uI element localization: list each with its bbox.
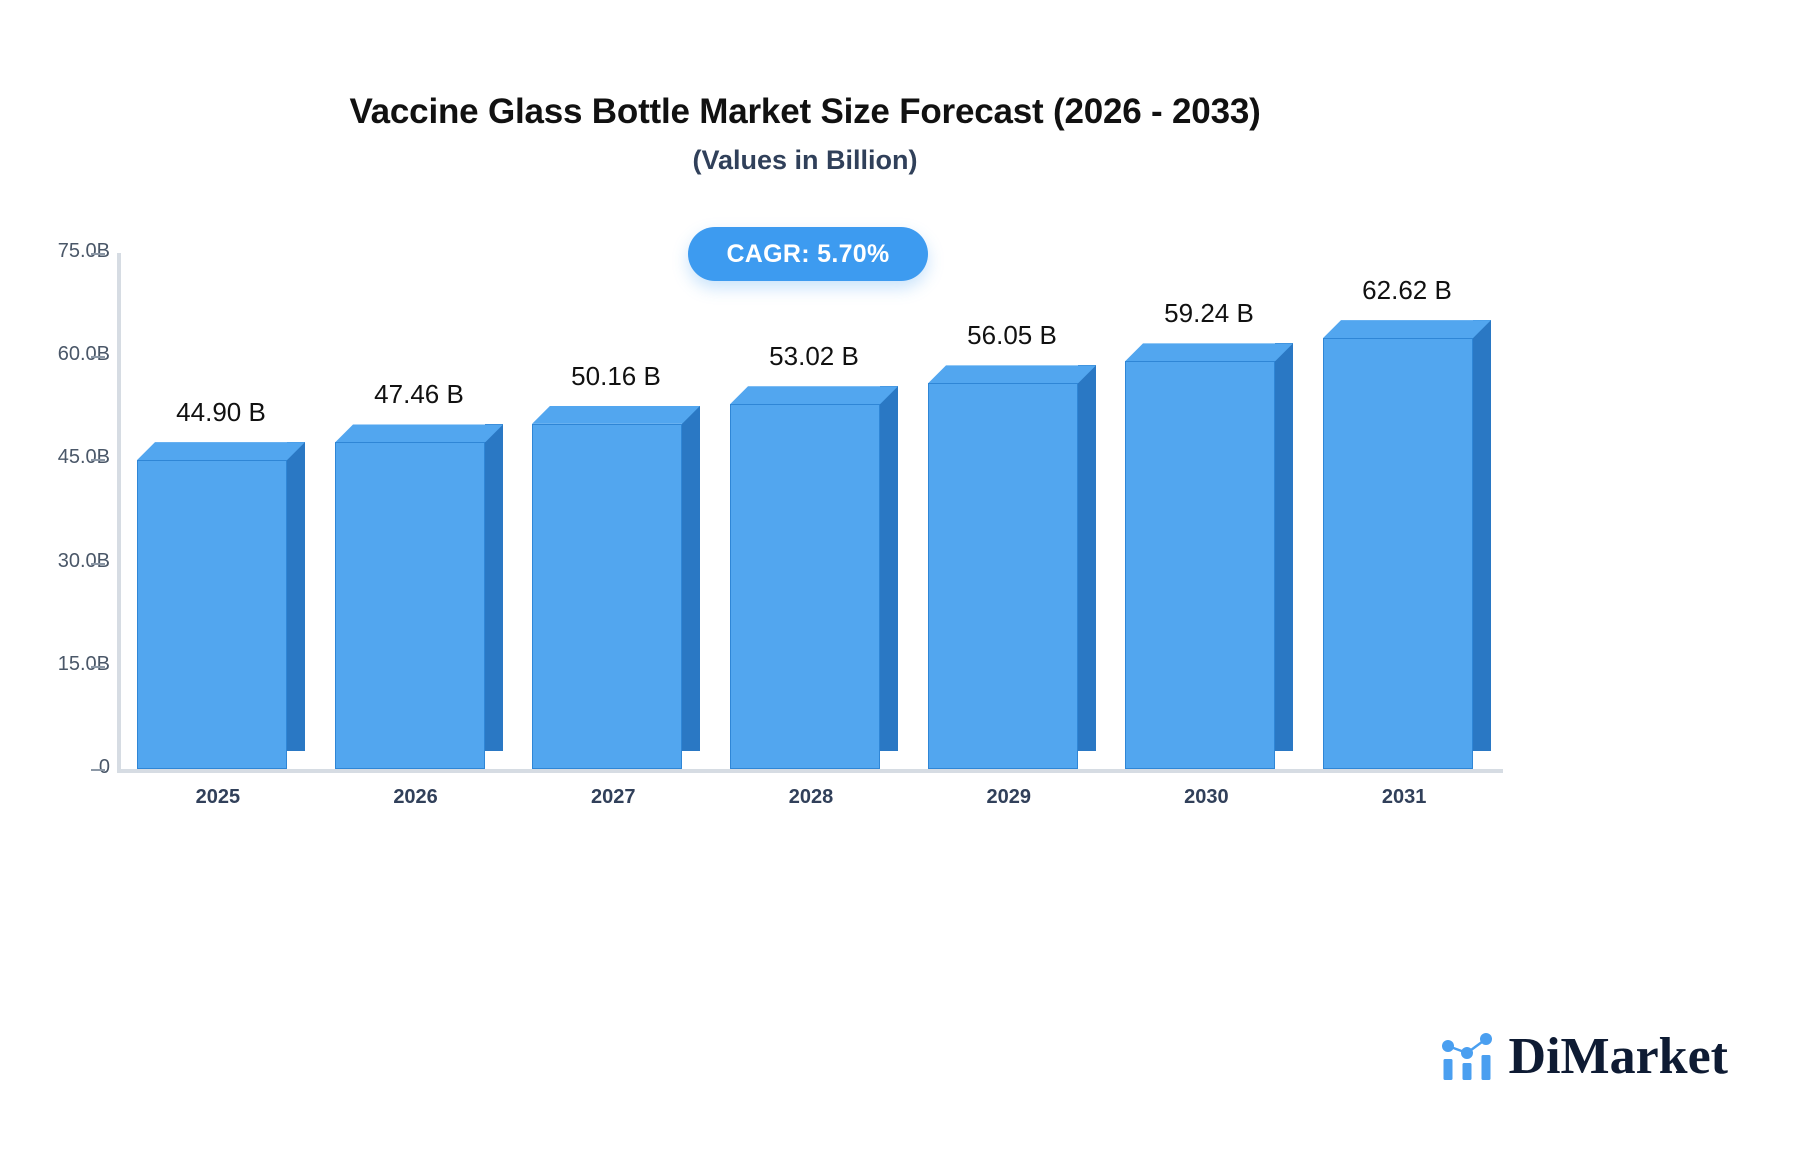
bar-front-face [1125,361,1275,769]
bar-side-face [880,386,898,751]
y-axis-tick-mark [91,356,105,359]
bar-top-face [532,405,700,424]
x-axis-tick-label: 2026 [393,786,438,808]
y-axis-tick-mark [91,665,105,668]
y-axis-tick-label: 60.0B [57,343,110,366]
page-title: Vaccine Glass Bottle Market Size Forecas… [349,92,1261,131]
x-axis-tick-label: 2031 [1381,786,1427,808]
bar-side-face [1078,365,1096,751]
y-axis-tick-mark [91,769,105,771]
bar-front-face [1323,338,1473,769]
y-axis-tick-mark [91,562,105,565]
x-axis-tick-label: 2025 [195,786,241,808]
y-axis-line [117,253,121,771]
bar-value-label: 53.02 B [769,341,859,372]
y-axis-tick-mark [91,253,105,255]
bar-side-face [682,405,700,751]
bar-value-label: 44.90 B [176,397,266,428]
bar-side-face [485,424,503,751]
bar-front-face [137,460,287,769]
bar-side-face [1275,343,1293,751]
bar-2029[interactable] [928,365,1096,769]
bar-side-face [1473,320,1491,751]
bar-value-label: 47.46 B [374,379,464,410]
cagr-badge: CAGR: 5.70% [688,227,928,281]
bar-top-face [730,386,898,405]
bar-top-face [1323,320,1491,339]
bar-top-face [1125,343,1293,362]
x-axis-tick-label: 2028 [788,786,834,808]
bar-2030[interactable] [1125,343,1293,769]
y-axis-tick-mark [91,459,105,462]
x-axis-tick-label: 2027 [591,786,636,808]
chart-subtitle: (Values in Billion) [692,145,918,176]
logo-text: DiMarket [1508,1028,1728,1085]
bar-top-face [137,442,305,461]
bar-2027[interactable] [532,405,700,769]
x-axis-tick-label: 2029 [986,786,1031,808]
bar-2025[interactable] [137,442,305,769]
bar-value-label: 56.05 B [967,320,1057,351]
bar-front-face [532,423,682,769]
y-axis-tick-label: 0 [98,756,110,778]
x-axis-line [117,769,1503,773]
bar-front-face [730,404,880,769]
bar-value-label: 59.24 B [1164,298,1254,329]
bar-2031[interactable] [1323,320,1491,769]
bar-front-face [928,383,1078,769]
y-axis-tick-label: 30.0B [57,549,110,572]
bar-2026[interactable] [335,424,503,769]
bar-value-label: 62.62 B [1362,275,1452,306]
bar-value-label: 50.16 B [571,360,661,391]
bar-front-face [335,442,485,769]
y-axis-tick-label: 45.0B [57,446,110,469]
bar-top-face [928,365,1096,384]
bar-chart-icon [1441,1033,1495,1081]
bar-2028[interactable] [730,386,898,769]
y-axis-tick-label: 15.0B [57,652,110,675]
dimarket-logo: DiMarket [1441,1031,1728,1083]
bar-top-face [335,424,503,443]
y-axis-tick-label: 75.0B [57,240,110,262]
bar-side-face [287,442,305,751]
x-axis-tick-label: 2030 [1184,786,1229,808]
chart-header: Vaccine Glass Bottle Market Size Forecas… [0,92,1610,176]
